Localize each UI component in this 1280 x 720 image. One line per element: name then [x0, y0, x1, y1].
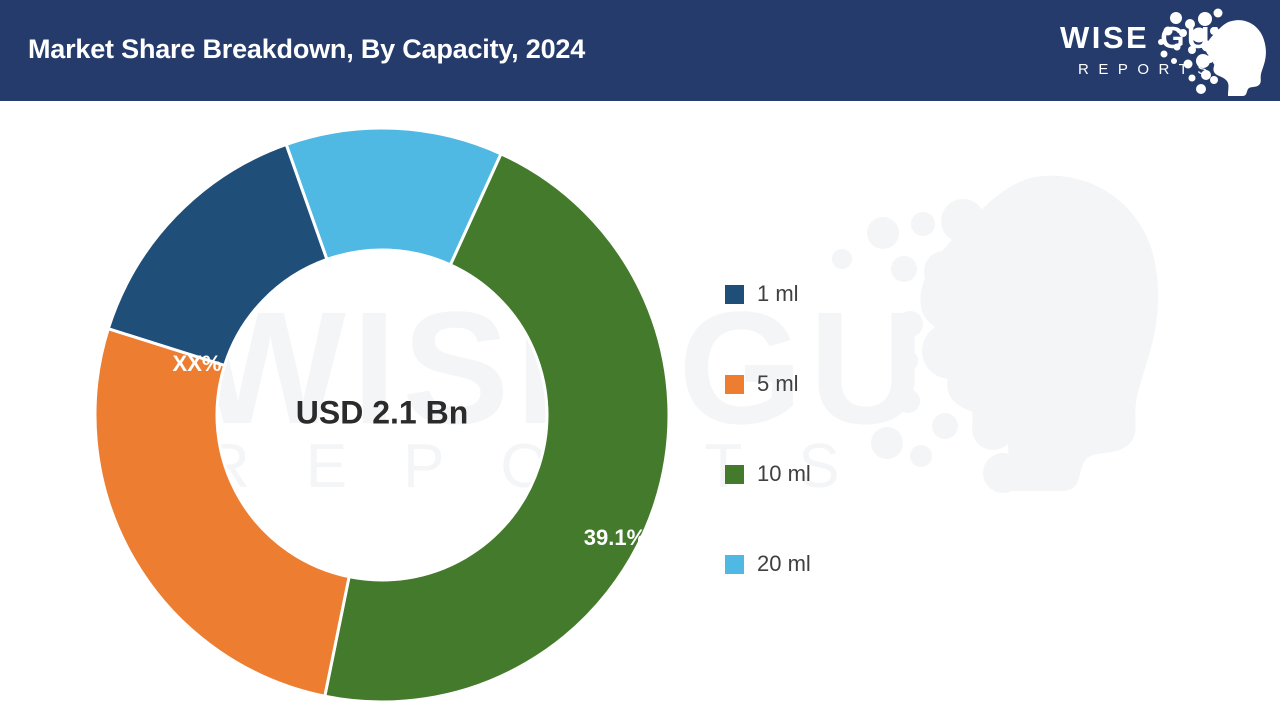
donut-slice-labels: XX% 39.1% XX% XX%	[173, 262, 647, 696]
legend-item-label: 10 ml	[757, 461, 811, 486]
legend-swatch-icon	[725, 374, 744, 394]
donut-chart: XX% 39.1% XX% XX% USD 2.1 Bn	[0, 101, 1280, 720]
wise-guy-reports-logo: WISE GUY REPORTS	[1056, 4, 1274, 96]
legend-item-20-ml[interactable]: 20 ml	[725, 519, 975, 609]
legend-swatch-icon	[725, 554, 744, 574]
legend-item-10-ml[interactable]: 10 ml	[725, 429, 975, 519]
chart-legend: 1 ml 5 ml 10 ml 20 ml	[725, 249, 975, 609]
legend-swatch-icon	[725, 464, 744, 484]
legend-item-1-ml[interactable]: 1 ml	[725, 249, 975, 339]
legend-swatch-icon	[725, 284, 744, 304]
legend-item-label: 5 ml	[757, 371, 799, 396]
slice-label-10-ml: 39.1%	[584, 525, 646, 550]
chart-body: WISE GUY REPORTS	[0, 101, 1280, 720]
slice-label-1-ml: XX%	[173, 351, 222, 376]
slice-label-5-ml: XX%	[197, 671, 246, 696]
donut-slices	[93, 126, 671, 704]
donut-center-label: USD 2.1 Bn	[296, 394, 468, 430]
legend-item-label: 1 ml	[757, 281, 799, 306]
donut-slice-1-ml[interactable]	[106, 142, 329, 368]
donut-slice-5-ml[interactable]	[93, 326, 351, 699]
svg-text:REPORTS: REPORTS	[1078, 61, 1217, 78]
header-bar: Market Share Breakdown, By Capacity, 202…	[0, 0, 1280, 101]
page-title: Market Share Breakdown, By Capacity, 202…	[28, 34, 586, 64]
donut-slice-10-ml[interactable]	[323, 151, 671, 704]
slice-label-20-ml: XX%	[372, 262, 421, 287]
legend-item-label: 20 ml	[757, 551, 811, 576]
legend-item-5-ml[interactable]: 5 ml	[725, 339, 975, 429]
dotted-head-icon	[1158, 8, 1266, 96]
